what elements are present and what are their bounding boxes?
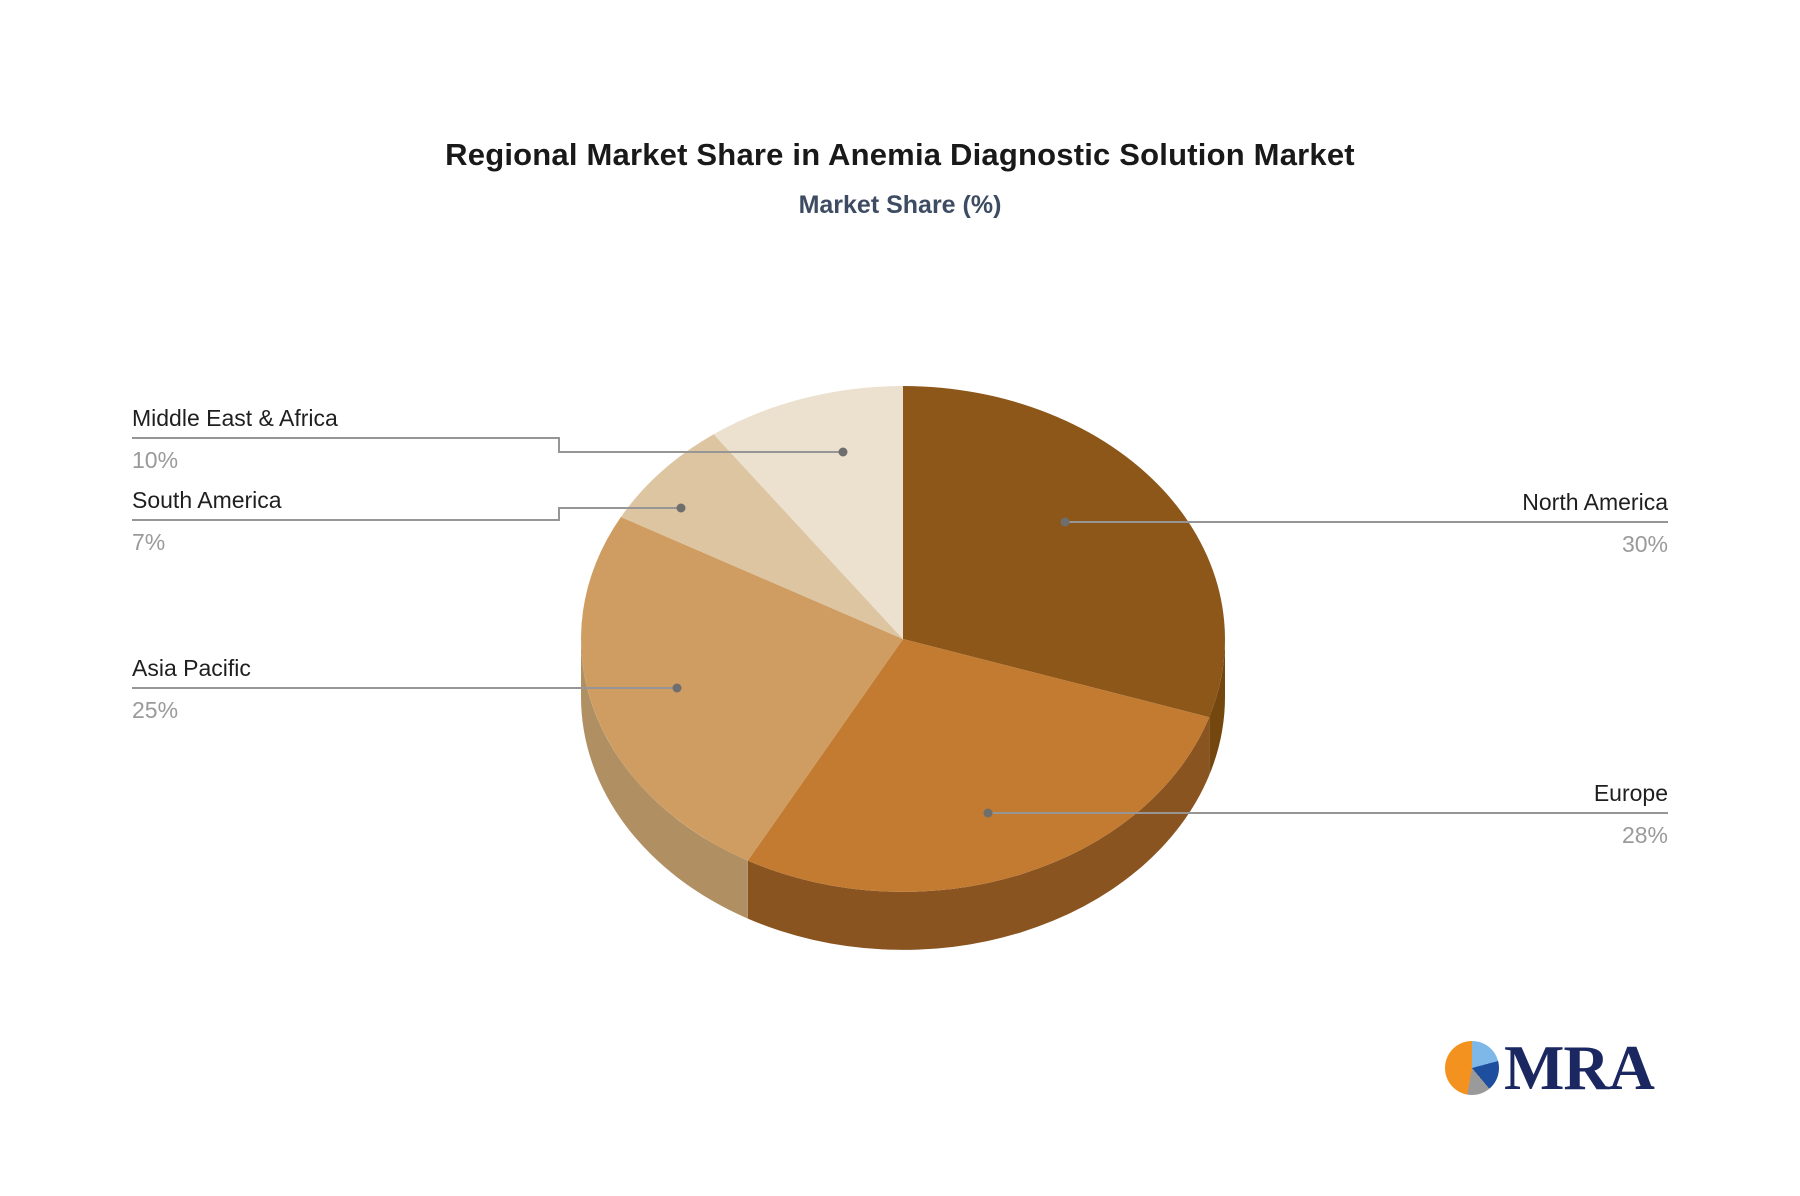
chart-subtitle: Market Share (%): [798, 191, 1002, 219]
brand-logo: MRA: [1445, 1032, 1655, 1103]
leader-line-south-america: [132, 507, 681, 521]
slice-label-north-america: North America: [1522, 489, 1668, 515]
leader-dot-middle-east-africa: [838, 447, 848, 457]
slice-pct-south-america: 7%: [132, 529, 166, 555]
slice-pct-middle-east-africa: 10%: [132, 447, 179, 473]
pie-side-europe: [747, 717, 1210, 950]
leader-dot-europe: [983, 808, 993, 818]
pie-side-north-america: [1209, 639, 1225, 776]
leader-line-middle-east-africa: [132, 437, 843, 453]
leader-lines: [132, 437, 1668, 814]
slice-label-asia-pacific: Asia Pacific: [132, 655, 251, 681]
brand-logo-text: MRA: [1504, 1032, 1655, 1103]
leader-dots: [672, 447, 1070, 818]
pie-slice-europe: [747, 639, 1210, 892]
slice-pct-asia-pacific: 25%: [132, 697, 179, 723]
slice-pct-europe: 28%: [1621, 822, 1668, 848]
pie-logo-icon: [1445, 1041, 1499, 1095]
slice-label-europe: Europe: [1593, 780, 1668, 806]
pie-slice-south-america: [620, 434, 903, 639]
pie-slice-north-america: [903, 386, 1225, 718]
leader-dot-asia-pacific: [672, 683, 682, 693]
chart-title: Regional Market Share in Anemia Diagnost…: [445, 137, 1355, 172]
slice-label-middle-east-africa: Middle East & Africa: [132, 405, 338, 431]
slice-pct-north-america: 30%: [1621, 531, 1668, 557]
leader-dot-north-america: [1060, 517, 1070, 527]
pie-side-asia-pacific: [581, 639, 748, 919]
slice-label-south-america: South America: [132, 487, 282, 513]
leader-dot-south-america: [676, 503, 686, 513]
pie-slice-middle-east-africa: [713, 386, 903, 639]
pie-slice-asia-pacific: [581, 517, 903, 861]
